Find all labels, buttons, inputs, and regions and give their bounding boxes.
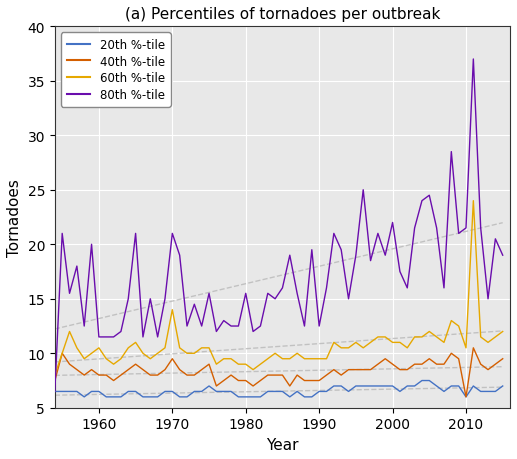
X-axis label: Year: Year [266,437,299,452]
Y-axis label: Tornadoes: Tornadoes [7,179,22,257]
Legend: 20th %-tile, 40th %-tile, 60th %-tile, 80th %-tile: 20th %-tile, 40th %-tile, 60th %-tile, 8… [61,33,171,107]
Title: (a) Percentiles of tornadoes per outbreak: (a) Percentiles of tornadoes per outbrea… [125,7,440,22]
